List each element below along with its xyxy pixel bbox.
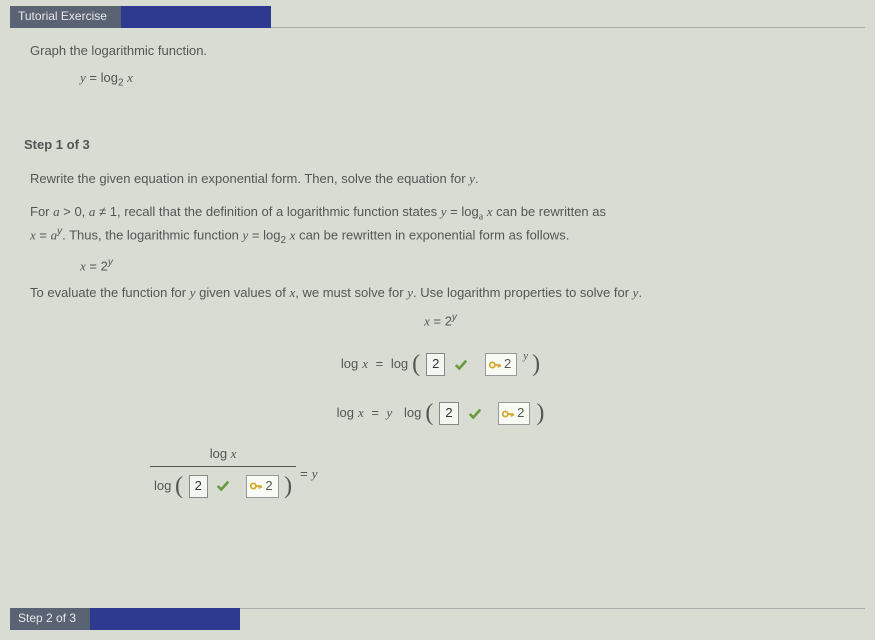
key-icon — [501, 407, 515, 421]
key-icon — [488, 358, 502, 372]
key-icon — [249, 479, 263, 493]
step1-heading: Step 1 of 3 — [24, 137, 865, 152]
answer-input-3[interactable]: 2 — [189, 475, 208, 498]
key-answer-1: 2 — [485, 353, 517, 376]
answer-input-2[interactable]: 2 — [439, 402, 458, 425]
check-icon — [454, 358, 468, 372]
intro-block: Graph the logarithmic function. y = log2… — [10, 32, 865, 105]
header-rule — [271, 6, 865, 28]
key-answer-2: 2 — [498, 402, 530, 425]
step1-content: Rewrite the given equation in exponentia… — [10, 160, 865, 518]
footer-rule — [240, 608, 865, 630]
step1-instruction: Rewrite the given equation in exponentia… — [30, 170, 851, 189]
step2-title: Step 2 of 3 — [10, 608, 90, 630]
log-line1: log x = log( 2 2 y ) — [30, 347, 851, 382]
header-accent — [121, 6, 271, 28]
log-line3: log x log ( 2 2 ) = y — [150, 445, 851, 504]
eq-x-2y: x = 2y — [80, 256, 851, 276]
check-icon — [468, 407, 482, 421]
check-icon — [216, 479, 230, 493]
tutorial-header-title: Tutorial Exercise — [10, 6, 121, 28]
step2-bar: Step 2 of 3 — [10, 608, 865, 630]
log-line2: log x = y log( 2 2 ) — [30, 396, 851, 431]
eval-line: To evaluate the function for y given val… — [30, 284, 851, 303]
intro-equation: y = log2 x — [80, 69, 851, 91]
key-answer-3: 2 — [246, 475, 278, 498]
answer-input-1[interactable]: 2 — [426, 353, 445, 376]
footer-accent — [90, 608, 240, 630]
fraction: log x log ( 2 2 ) — [150, 445, 296, 504]
recall-line1: For a > 0, a ≠ 1, recall that the defini… — [30, 203, 851, 225]
prompt-text: Graph the logarithmic function. — [30, 42, 851, 61]
eq-center-x-2y: x = 2y — [30, 311, 851, 331]
tutorial-header-bar: Tutorial Exercise — [10, 6, 865, 28]
recall-line2: x = ay. Thus, the logarithmic function y… — [30, 225, 851, 248]
